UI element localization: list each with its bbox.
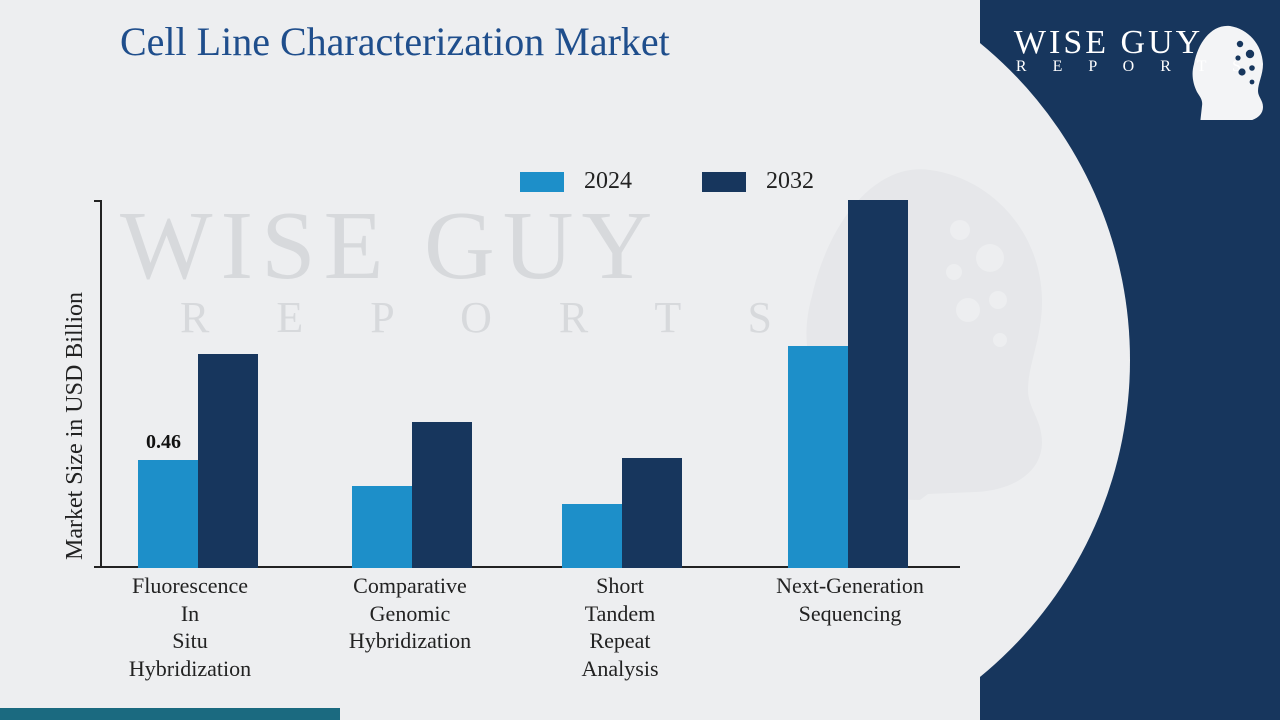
y-axis [100,200,102,568]
bar [562,504,622,568]
chart-title: Cell Line Characterization Market [120,18,670,65]
logo-line2: R E P O R T S [1016,58,1252,76]
legend-swatch-2032 [702,172,746,192]
category-label: FluorescenceInSituHybridization [90,572,290,682]
logo-line1: WISE GUY [1014,24,1252,62]
bar-value-label: 0.46 [146,431,181,454]
infographic-stage: WISE GUY R E P O R T S Cell Line Charact… [0,0,1280,720]
y-axis-label: Market Size in USD Billion [62,292,89,560]
bar-chart: 0.46 [100,200,960,568]
bar [198,354,258,568]
bar [788,346,848,568]
legend: 2024 2032 [520,168,814,195]
bar [848,200,908,568]
legend-swatch-2024 [520,172,564,192]
legend-item-2024: 2024 [520,168,632,195]
bottom-stripe [0,708,340,720]
legend-item-2032: 2032 [702,168,814,195]
category-label: ComparativeGenomicHybridization [310,572,510,655]
bar [622,458,682,568]
y-tick-top [94,200,102,202]
legend-label-2024: 2024 [584,168,632,194]
bar [412,422,472,568]
category-label: Next-GenerationSequencing [730,572,970,627]
legend-label-2032: 2032 [766,168,814,194]
brand-logo: WISE GUY R E P O R T S [1014,24,1252,76]
bar [352,486,412,568]
category-label: ShortTandemRepeatAnalysis [540,572,700,682]
bar [138,460,198,568]
